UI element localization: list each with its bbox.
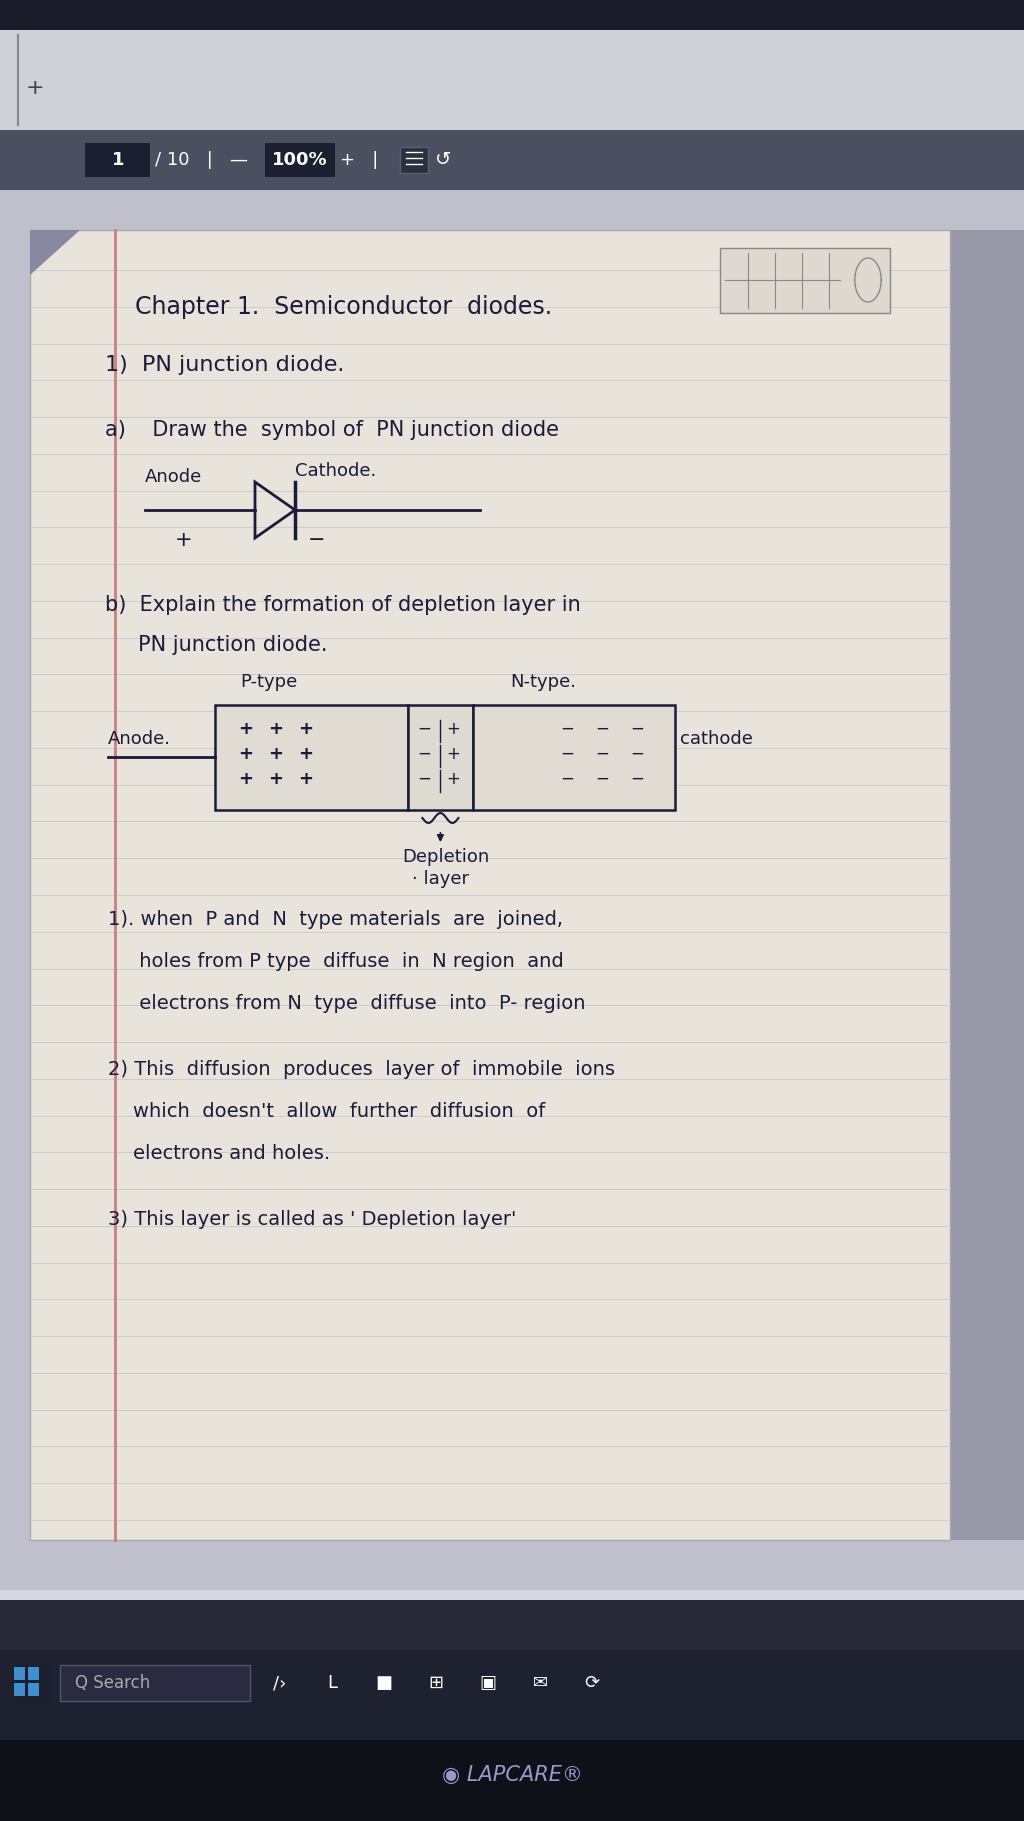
Text: Anode: Anode bbox=[145, 468, 203, 486]
Text: −: − bbox=[417, 719, 431, 738]
Polygon shape bbox=[30, 229, 80, 275]
Text: L: L bbox=[327, 1673, 337, 1692]
Text: Q Search: Q Search bbox=[75, 1673, 151, 1692]
Bar bbox=[14, 1666, 25, 1681]
Text: +: + bbox=[238, 745, 253, 763]
Text: −: − bbox=[630, 745, 644, 763]
Text: electrons from N  type  diffuse  into  P- region: electrons from N type diffuse into P- re… bbox=[108, 994, 586, 1012]
Text: cathode: cathode bbox=[680, 730, 753, 748]
Text: +: + bbox=[238, 770, 253, 788]
Text: +   |: + | bbox=[340, 151, 378, 169]
Text: −: − bbox=[560, 745, 573, 763]
Text: +: + bbox=[298, 719, 313, 738]
Text: / 10   |   —: / 10 | — bbox=[155, 151, 248, 169]
Bar bbox=[30, 229, 950, 1541]
Text: ↺: ↺ bbox=[435, 151, 452, 169]
Text: −: − bbox=[630, 770, 644, 788]
Bar bbox=[28, 1666, 39, 1681]
Text: +: + bbox=[268, 719, 283, 738]
Bar bbox=[0, 1601, 1024, 1701]
Text: +: + bbox=[446, 770, 460, 788]
Bar bbox=[0, 0, 1024, 29]
Text: 1)  PN junction diode.: 1) PN junction diode. bbox=[105, 355, 344, 375]
Text: +: + bbox=[298, 770, 313, 788]
Bar bbox=[473, 705, 675, 810]
Text: 1). when  P and  N  type materials  are  joined,: 1). when P and N type materials are join… bbox=[108, 910, 563, 929]
Text: +: + bbox=[175, 530, 193, 550]
Text: b)  Explain the formation of depletion layer in: b) Explain the formation of depletion la… bbox=[105, 595, 581, 615]
Text: −: − bbox=[417, 745, 431, 763]
Text: −: − bbox=[595, 719, 609, 738]
Bar bbox=[28, 1683, 39, 1695]
Bar bbox=[215, 705, 409, 810]
Text: −: − bbox=[595, 745, 609, 763]
Text: 3) This layer is called as ' Depletion layer': 3) This layer is called as ' Depletion l… bbox=[108, 1209, 516, 1229]
Text: ✉: ✉ bbox=[532, 1673, 548, 1692]
Bar bbox=[409, 705, 473, 810]
Text: Chapter 1.  Semiconductor  diodes.: Chapter 1. Semiconductor diodes. bbox=[135, 295, 552, 319]
Bar bbox=[265, 144, 335, 177]
Bar bbox=[60, 1664, 250, 1701]
Text: +: + bbox=[446, 719, 460, 738]
Text: /›: /› bbox=[273, 1673, 287, 1692]
Text: N-type.: N-type. bbox=[510, 674, 575, 690]
Text: +: + bbox=[268, 770, 283, 788]
Text: +: + bbox=[26, 78, 45, 98]
Text: PN junction diode.: PN junction diode. bbox=[105, 636, 328, 656]
Bar bbox=[400, 148, 428, 173]
Text: +: + bbox=[268, 745, 283, 763]
Bar bbox=[0, 1650, 1024, 1741]
Text: −: − bbox=[560, 719, 573, 738]
Bar bbox=[720, 248, 890, 313]
Text: Cathode.: Cathode. bbox=[295, 463, 376, 481]
Text: ▣: ▣ bbox=[479, 1673, 497, 1692]
Text: −: − bbox=[560, 770, 573, 788]
Text: +: + bbox=[298, 745, 313, 763]
Bar bbox=[85, 144, 150, 177]
Text: 1: 1 bbox=[112, 151, 124, 169]
Text: a)    Draw the  symbol of  PN junction diode: a) Draw the symbol of PN junction diode bbox=[105, 421, 559, 441]
Text: +: + bbox=[238, 719, 253, 738]
Text: 2) This  diffusion  produces  layer of  immobile  ions: 2) This diffusion produces layer of immo… bbox=[108, 1060, 615, 1080]
Text: ◉ LAPCARE®: ◉ LAPCARE® bbox=[441, 1765, 583, 1785]
Text: electrons and holes.: electrons and holes. bbox=[108, 1144, 330, 1164]
Text: · layer: · layer bbox=[413, 870, 469, 889]
Bar bbox=[950, 229, 1024, 1541]
Bar bbox=[0, 1741, 1024, 1821]
Text: −: − bbox=[630, 719, 644, 738]
Bar bbox=[12, 1664, 50, 1703]
Text: −: − bbox=[595, 770, 609, 788]
Text: 100%: 100% bbox=[272, 151, 328, 169]
Text: +: + bbox=[446, 745, 460, 763]
Text: which  doesn't  allow  further  diffusion  of: which doesn't allow further diffusion of bbox=[108, 1102, 545, 1122]
Bar bbox=[0, 129, 1024, 189]
Bar bbox=[0, 189, 1024, 1590]
Bar bbox=[0, 29, 1024, 129]
Text: ⟳: ⟳ bbox=[585, 1673, 600, 1692]
Text: −: − bbox=[308, 530, 326, 550]
Text: Depletion: Depletion bbox=[402, 849, 489, 867]
Text: −: − bbox=[417, 770, 431, 788]
Text: holes from P type  diffuse  in  N region  and: holes from P type diffuse in N region an… bbox=[108, 952, 564, 971]
Bar bbox=[14, 1683, 25, 1695]
Text: ⊞: ⊞ bbox=[428, 1673, 443, 1692]
Text: ■: ■ bbox=[376, 1673, 392, 1692]
Text: P-type: P-type bbox=[240, 674, 297, 690]
Text: Anode.: Anode. bbox=[108, 730, 171, 748]
